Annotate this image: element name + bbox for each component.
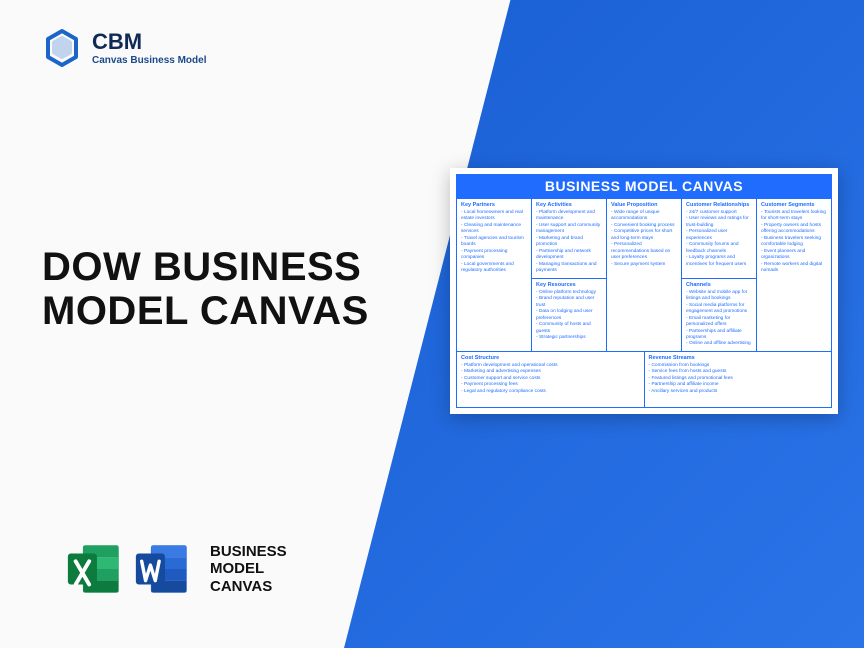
list-key-partners: Local homeowners and real estate investo… [461, 210, 527, 275]
list-customer-segments: Tourists and travelers looking for short… [761, 210, 827, 275]
logo-text-main: CBM [92, 31, 206, 53]
cell-channels: Channels Website and mobile app for list… [682, 279, 757, 352]
file-label: BUSINESS MODEL CANVAS [210, 543, 287, 595]
excel-icon [64, 538, 126, 600]
cell-key-partners: Key Partners Local homeowners and real e… [457, 199, 532, 352]
cell-cost-structure: Cost Structure Platform development and … [457, 352, 645, 408]
title-line-2: MODEL CANVAS [42, 289, 369, 333]
cell-key-activities: Key Activities Platform development and … [532, 199, 607, 279]
canvas-preview: BUSINESS MODEL CANVAS Key Partners Local… [450, 168, 838, 414]
page-title: DOW BUSINESS MODEL CANVAS [42, 245, 369, 333]
canvas-title: BUSINESS MODEL CANVAS [456, 174, 832, 198]
list-customer-relationships: 24/7 customer supportUser reviews and ra… [686, 210, 752, 268]
canvas-upper-grid: Key Partners Local homeowners and real e… [456, 198, 832, 352]
title-line-1: DOW BUSINESS [42, 245, 369, 289]
cell-value-proposition: Value Proposition Wide range of unique a… [607, 199, 682, 352]
cell-customer-relationships: Customer Relationships 24/7 customer sup… [682, 199, 757, 279]
list-value-proposition: Wide range of unique accommodationsConve… [611, 210, 677, 268]
word-icon [132, 538, 194, 600]
list-cost-structure: Platform development and operational cos… [461, 363, 640, 395]
list-key-activities: Platform development and maintenanceUser… [536, 210, 602, 275]
canvas-lower-grid: Cost Structure Platform development and … [456, 352, 832, 408]
logo-text-sub: Canvas Business Model [92, 55, 206, 66]
file-icons-row: BUSINESS MODEL CANVAS [64, 538, 287, 600]
cell-customer-segments: Customer Segments Tourists and travelers… [757, 199, 832, 352]
cell-revenue-streams: Revenue Streams Commission from bookings… [645, 352, 833, 408]
list-key-resources: Online platform technologyBrand reputati… [536, 290, 602, 342]
logo: CBM Canvas Business Model [42, 28, 206, 68]
cell-key-resources: Key Resources Online platform technology… [532, 279, 607, 352]
logo-icon [42, 28, 82, 68]
list-channels: Website and mobile app for listings and … [686, 290, 752, 348]
list-revenue-streams: Commission from bookingsService fees fro… [649, 363, 828, 395]
